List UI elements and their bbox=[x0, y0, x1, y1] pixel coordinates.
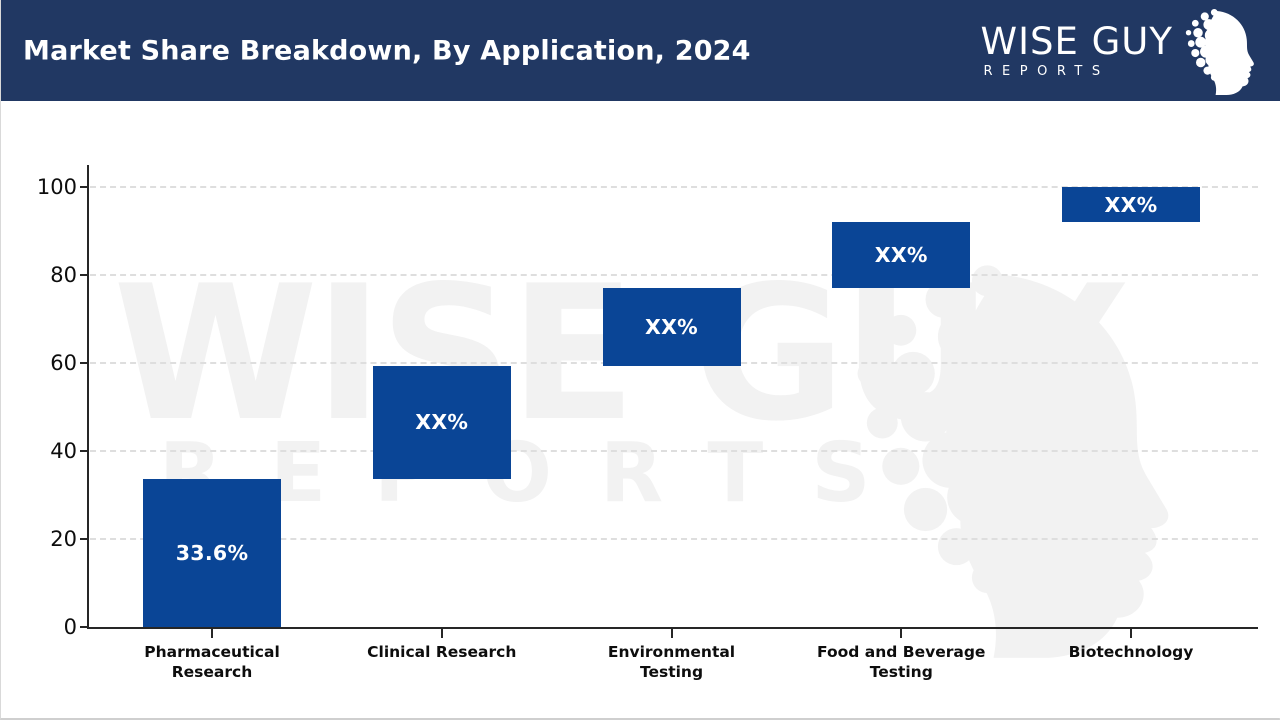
logo-head-icon bbox=[1185, 8, 1254, 95]
bar-value-label: XX% bbox=[874, 243, 928, 268]
gridline-80 bbox=[90, 274, 1258, 276]
gridline-20 bbox=[90, 538, 1258, 540]
bar-value-label: 33.6% bbox=[175, 541, 249, 566]
y-axis-line bbox=[87, 165, 89, 629]
bar-value-label: XX% bbox=[415, 410, 469, 435]
bar-segment: XX% bbox=[372, 365, 511, 480]
x-tick-mark-2 bbox=[670, 629, 673, 638]
x-tick-mark-3 bbox=[900, 629, 903, 638]
category-label: Environmental Testing bbox=[607, 643, 736, 682]
y-tick-mark-100 bbox=[80, 186, 89, 188]
x-tick-mark-1 bbox=[440, 629, 443, 638]
page-title: Market Share Breakdown, By Application, … bbox=[23, 35, 751, 66]
category-label: Pharmaceutical Research bbox=[144, 643, 280, 682]
y-tick-label-100: 100 bbox=[36, 175, 77, 199]
bar-value-label: XX% bbox=[644, 314, 699, 339]
bar-value-label: XX% bbox=[1104, 192, 1158, 217]
y-tick-label-60: 60 bbox=[50, 351, 77, 375]
gridline-40 bbox=[90, 450, 1258, 452]
header-bar: Market Share Breakdown, By Application, … bbox=[1, 0, 1280, 101]
category-label: Clinical Research bbox=[367, 643, 517, 661]
logo-brand-name: WISE GUY bbox=[980, 20, 1173, 63]
chart-area: WISE GUY REPORTS 0 20 40 60 80 100 33.6% Pharma… bbox=[1, 101, 1280, 718]
y-tick-mark-40 bbox=[80, 450, 89, 452]
y-tick-mark-60 bbox=[80, 362, 89, 364]
bar-segment: XX% bbox=[602, 288, 741, 366]
y-tick-label-20: 20 bbox=[50, 527, 77, 551]
x-tick-mark-4 bbox=[1130, 629, 1132, 638]
y-tick-label-0: 0 bbox=[63, 615, 77, 639]
x-tick-mark-0 bbox=[211, 629, 213, 638]
category-label: Biotechnology bbox=[1068, 643, 1194, 661]
y-tick-mark-20 bbox=[80, 538, 89, 540]
bar-segment: 33.6% bbox=[143, 479, 281, 627]
y-tick-mark-80 bbox=[80, 274, 89, 276]
plot: 0 20 40 60 80 100 33.6% Pharmaceutical Research X… bbox=[1, 101, 1280, 718]
gridline-100 bbox=[90, 186, 1258, 188]
brand-logo: WISE GUY REPORTS bbox=[981, 7, 1259, 95]
x-axis-line bbox=[87, 627, 1258, 629]
y-tick-label-80: 80 bbox=[50, 263, 77, 287]
logo-wordmark: WISE GUY REPORTS bbox=[981, 23, 1173, 78]
bar-segment: XX% bbox=[832, 222, 971, 289]
category-label: Food and Beverage Testing bbox=[817, 643, 986, 682]
logo-brand-subtitle: REPORTS bbox=[983, 64, 1110, 79]
y-tick-mark-0 bbox=[80, 626, 89, 628]
bar-segment: XX% bbox=[1062, 187, 1200, 223]
y-tick-label-40: 40 bbox=[50, 439, 77, 463]
